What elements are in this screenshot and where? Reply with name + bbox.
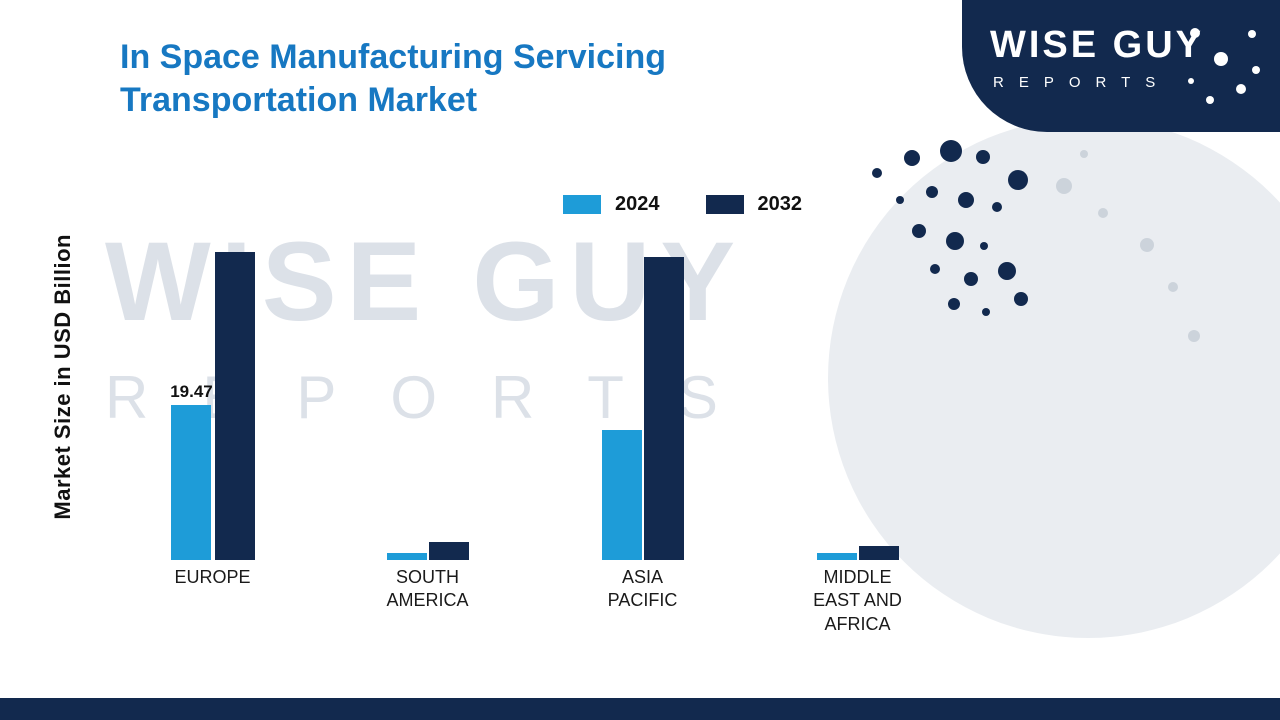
legend-label: 2024 bbox=[615, 193, 660, 215]
category-label: SOUTH AMERICA bbox=[386, 567, 469, 611]
y-axis-label: Market Size in USD Billion bbox=[50, 234, 75, 520]
bar-2032-middle-east-and-africa bbox=[858, 546, 899, 560]
legend-item: 2024 bbox=[563, 193, 660, 216]
legend-swatch bbox=[563, 195, 601, 214]
bar-2024-asia-pacific bbox=[601, 430, 642, 560]
decorative-dot bbox=[904, 150, 920, 166]
decorative-dot bbox=[946, 232, 964, 250]
decorative-dot bbox=[1252, 66, 1260, 74]
decorative-dot bbox=[1214, 52, 1228, 66]
page-title: In Space Manufacturing Servicing Transpo… bbox=[120, 38, 667, 120]
decorative-dot bbox=[982, 308, 990, 316]
decorative-dot bbox=[1188, 330, 1200, 342]
decorative-dot bbox=[1236, 84, 1246, 94]
watermark: WISE GUY REPORTS bbox=[105, 226, 772, 428]
bar-2032-asia-pacific bbox=[643, 257, 684, 560]
bar-2032-south-america bbox=[428, 542, 469, 560]
legend: 2024 2032 bbox=[563, 193, 802, 216]
category-label: ASIA PACIFIC bbox=[607, 567, 678, 611]
decorative-dot bbox=[896, 196, 904, 204]
decorative-dot bbox=[1168, 282, 1178, 292]
bar-2032-europe bbox=[214, 252, 255, 560]
bar-group: 19.47 bbox=[105, 252, 320, 560]
decorative-dot bbox=[1140, 238, 1154, 252]
logo-subtitle: REPORTS bbox=[993, 74, 1171, 91]
category-labels: EUROPE SOUTH AMERICA ASIA PACIFIC MIDDLE EA… bbox=[105, 566, 965, 636]
decorative-dot bbox=[964, 272, 978, 286]
decorative-dot bbox=[1248, 30, 1256, 38]
bar-group bbox=[320, 542, 535, 560]
bar-group bbox=[750, 546, 965, 560]
watermark-line1: WISE GUY bbox=[105, 219, 746, 344]
logo-text: WISE GUY REPORTS bbox=[990, 24, 1204, 91]
bar-value-label: 19.47 bbox=[170, 382, 213, 401]
decorative-dot bbox=[926, 186, 938, 198]
decorative-dot bbox=[940, 140, 962, 162]
decorative-dot bbox=[980, 242, 988, 250]
legend-item: 2032 bbox=[705, 193, 803, 216]
decorative-dot bbox=[1098, 208, 1108, 218]
wiseguy-logo: WISE GUY REPORTS bbox=[962, 0, 1280, 132]
decorative-dot bbox=[992, 202, 1002, 212]
decorative-dot bbox=[1014, 292, 1028, 306]
footer-bar bbox=[0, 698, 1280, 720]
decorative-dot bbox=[912, 224, 926, 238]
bar-group bbox=[535, 257, 750, 560]
bar-groups: 19.47 bbox=[105, 228, 965, 560]
y-axis-label-wrap: Market Size in USD Billion bbox=[50, 192, 76, 562]
decorative-dot bbox=[1056, 178, 1072, 194]
bar-2024-europe bbox=[171, 405, 212, 560]
logo-wordmark: WISE GUY bbox=[990, 24, 1205, 66]
decorative-dot bbox=[1190, 28, 1200, 38]
bar-2024-south-america bbox=[386, 553, 427, 560]
category-label: EUROPE bbox=[174, 567, 251, 587]
decorative-dot bbox=[930, 264, 940, 274]
category-label: MIDDLE EAST AND AFRICA bbox=[813, 567, 902, 634]
decorative-dot bbox=[1008, 170, 1028, 190]
decorative-dot bbox=[1188, 78, 1194, 84]
decorative-face-circle bbox=[828, 118, 1280, 638]
decorative-dot bbox=[976, 150, 990, 164]
decorative-dot bbox=[948, 298, 960, 310]
decorative-dot bbox=[872, 168, 882, 178]
legend-label: 2032 bbox=[757, 193, 803, 215]
legend-swatch bbox=[705, 195, 744, 214]
decorative-dot bbox=[958, 192, 974, 208]
decorative-dot bbox=[1080, 150, 1088, 158]
bar-2024-middle-east-and-africa bbox=[816, 553, 857, 560]
decorative-dot bbox=[998, 262, 1016, 280]
decorative-dot bbox=[1206, 96, 1214, 104]
